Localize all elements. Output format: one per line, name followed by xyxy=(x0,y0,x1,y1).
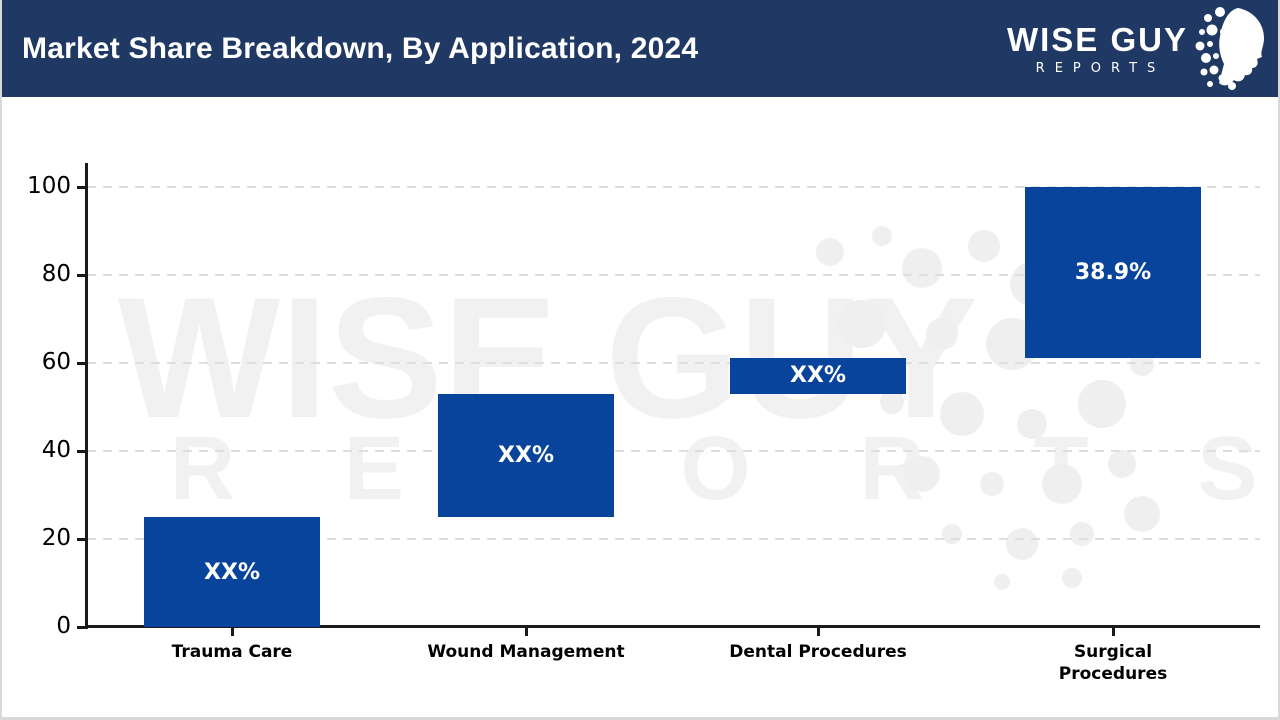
brand-name: WISE GUY xyxy=(1006,20,1188,58)
bar-segment: XX% xyxy=(730,358,906,394)
y-tick-mark xyxy=(77,362,86,365)
y-tick-mark xyxy=(77,538,86,541)
bar-value-label: XX% xyxy=(790,363,846,389)
gridline-40 xyxy=(87,450,1260,452)
gridline-60 xyxy=(87,362,1260,364)
y-tick-label: 80 xyxy=(41,261,71,287)
y-tick-mark xyxy=(77,186,86,189)
chart-title: Market Share Breakdown, By Application, … xyxy=(22,31,699,65)
y-tick-mark xyxy=(77,450,86,453)
brand-logo-text: WISE GUY REPORTS xyxy=(1007,23,1188,75)
bar-segment: XX% xyxy=(438,393,614,517)
plot-area: 0 20 40 60 80 100 XX% XX% XX% 38.9% Trauma Care Wou… xyxy=(27,163,1260,684)
x-category-label: Dental Procedures xyxy=(729,642,907,662)
x-tick-mark xyxy=(1112,627,1115,636)
brand-subtitle: REPORTS xyxy=(1035,60,1166,76)
y-tick-label: 0 xyxy=(56,613,71,639)
gridline-80 xyxy=(87,274,1260,276)
x-category-label: Surgical Procedures xyxy=(1058,642,1168,685)
y-tick-mark xyxy=(77,626,86,629)
x-category-label: Trauma Care xyxy=(171,642,293,662)
x-category-label: Wound Management xyxy=(427,642,625,662)
bar-value-label: 38.9% xyxy=(1074,260,1152,286)
y-tick-label: 40 xyxy=(41,437,71,463)
gridline-20 xyxy=(87,538,1260,540)
gridline-100 xyxy=(87,186,1260,188)
brand-logo: WISE GUY REPORTS xyxy=(1007,6,1268,92)
x-axis xyxy=(85,625,1260,628)
brand-face-icon xyxy=(1195,6,1264,90)
watermark-subtext: R E P O R T S xyxy=(170,419,1280,519)
x-tick-mark xyxy=(231,627,234,636)
y-tick-label: 20 xyxy=(41,525,71,551)
header: Market Share Breakdown, By Application, … xyxy=(2,0,1278,97)
bar-value-label: XX% xyxy=(498,442,554,468)
x-tick-mark xyxy=(817,627,820,636)
bar-segment: XX% xyxy=(144,517,320,627)
bar-segment: 38.9% xyxy=(1025,187,1201,359)
bar-value-label: XX% xyxy=(204,559,260,585)
y-axis xyxy=(85,163,88,629)
y-tick-label: 100 xyxy=(27,173,71,199)
x-tick-mark xyxy=(525,627,528,636)
y-tick-mark xyxy=(77,274,86,277)
y-tick-label: 60 xyxy=(41,349,71,375)
